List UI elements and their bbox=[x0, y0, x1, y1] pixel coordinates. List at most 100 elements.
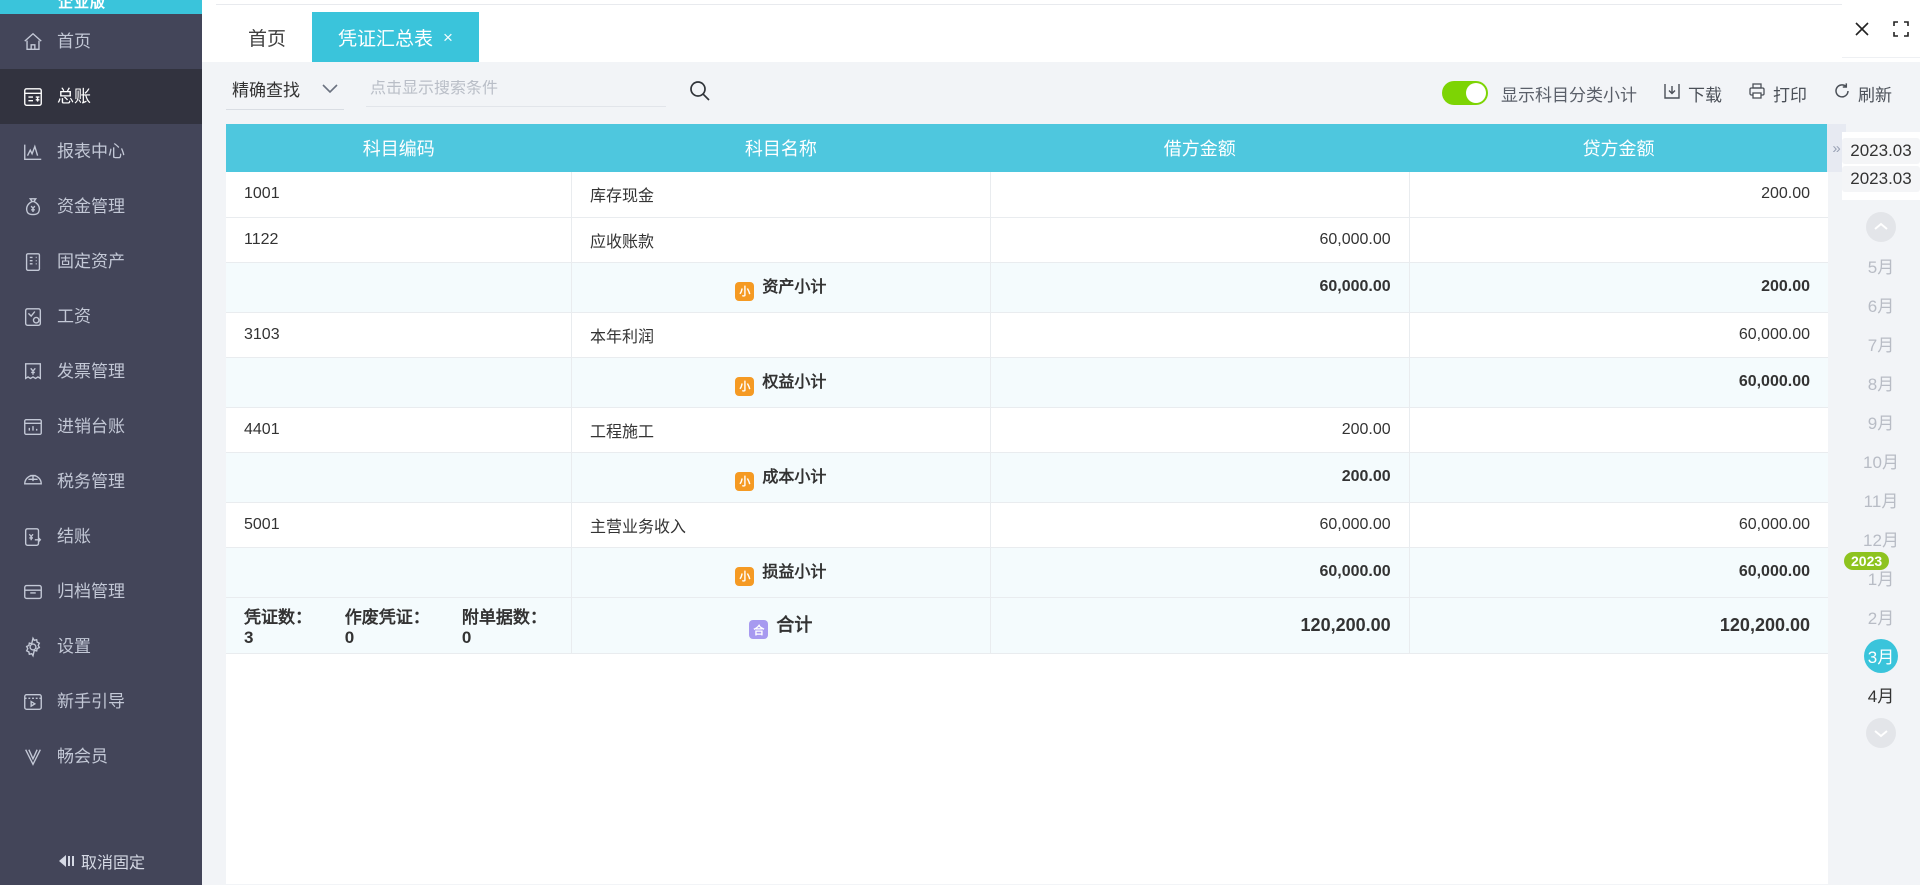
month-label: 8月 bbox=[1867, 375, 1895, 394]
close-icon[interactable] bbox=[1848, 15, 1876, 43]
refresh-button[interactable]: 刷新 bbox=[1833, 81, 1892, 106]
cell-name: 小损益小计 bbox=[571, 547, 991, 598]
month-label: 10月 bbox=[1863, 453, 1899, 472]
search-icon[interactable] bbox=[688, 79, 712, 107]
sidebar-item-8[interactable]: 税务管理 bbox=[0, 454, 202, 509]
cell-debit: 60,000.00 bbox=[990, 502, 1410, 548]
scroll-up-icon[interactable] bbox=[1866, 212, 1896, 242]
search-type-label: 精确查找 bbox=[232, 81, 300, 100]
toggle-switch[interactable] bbox=[1442, 81, 1488, 105]
cell-debit: 60,000.00 bbox=[990, 262, 1410, 313]
archive-icon bbox=[22, 581, 44, 603]
gear-icon bbox=[22, 636, 44, 658]
toolbar: 精确查找 显示科目分类小计 下载 bbox=[202, 62, 1920, 124]
sidebar-item-3[interactable]: 资金管理 bbox=[0, 179, 202, 234]
cell-credit: 60,000.00 bbox=[1409, 312, 1828, 358]
table-row[interactable]: 4401 工程施工 200.00 bbox=[226, 407, 1828, 453]
fullscreen-icon[interactable] bbox=[1887, 15, 1915, 43]
search-type-dropdown[interactable]: 精确查找 bbox=[226, 76, 344, 110]
month-item-10[interactable]: 3月 bbox=[1842, 636, 1920, 675]
month-label: 4月 bbox=[1867, 687, 1895, 706]
month-item-11[interactable]: 4月 bbox=[1842, 675, 1920, 714]
content-area: » 科目编码 科目名称 借方金额 贷方金额 1001 库存现金 200.00 1122 应收账… bbox=[202, 124, 1920, 884]
month-item-8[interactable]: 1月 bbox=[1842, 558, 1920, 597]
total-badge-icon: 合 bbox=[749, 620, 769, 640]
table-row[interactable]: 3103 本年利润 60,000.00 bbox=[226, 312, 1828, 358]
sidebar-item-label: 税务管理 bbox=[57, 472, 125, 491]
sidebar-item-5[interactable]: 工资 bbox=[0, 289, 202, 344]
month-label: 12月 bbox=[1863, 531, 1899, 550]
month-item-4[interactable]: 9月 bbox=[1842, 402, 1920, 441]
subtotal-row[interactable]: 小权益小计 60,000.00 bbox=[226, 357, 1828, 408]
subtotal-row[interactable]: 小损益小计 60,000.00 60,000.00 bbox=[226, 547, 1828, 598]
sidebar-item-11[interactable]: 设置 bbox=[0, 619, 202, 674]
table-row[interactable]: 1001 库存现金 200.00 bbox=[226, 172, 1828, 218]
sidebar-item-9[interactable]: 结账 bbox=[0, 509, 202, 564]
month-label: 9月 bbox=[1867, 414, 1895, 433]
month-label: 2月 bbox=[1867, 609, 1895, 628]
month-item-7[interactable]: 12月 bbox=[1842, 519, 1920, 558]
period-start[interactable]: 2023.03 bbox=[1842, 138, 1920, 164]
salary-icon bbox=[22, 306, 44, 328]
panel-collapse-handle[interactable]: » bbox=[1827, 124, 1846, 172]
column-header-1[interactable]: 科目名称 bbox=[571, 124, 991, 172]
chevron-down-icon bbox=[322, 83, 338, 94]
sidebar-item-label: 设置 bbox=[57, 637, 91, 656]
print-button[interactable]: 打印 bbox=[1748, 81, 1807, 106]
main-area: 首页 凭证汇总表 × 精确查找 显示科目分类小计 bbox=[202, 0, 1920, 885]
sidebar-item-13[interactable]: 畅会员 bbox=[0, 729, 202, 784]
sidebar-item-label: 畅会员 bbox=[57, 747, 108, 766]
cell-name: 小成本小计 bbox=[571, 452, 991, 503]
sidebar-item-12[interactable]: 新手引导 bbox=[0, 674, 202, 729]
search-input[interactable] bbox=[370, 79, 662, 98]
year-badge: 2023 bbox=[1844, 552, 1890, 570]
column-header-2[interactable]: 借方金额 bbox=[990, 124, 1410, 172]
sidebar-item-label: 总账 bbox=[57, 87, 91, 106]
cell-code: 1001 bbox=[226, 172, 573, 218]
period-end[interactable]: 2023.03 bbox=[1842, 166, 1920, 192]
sidebar-collapse-pin[interactable]: 取消固定 bbox=[0, 849, 202, 873]
column-header-0[interactable]: 科目编码 bbox=[226, 124, 572, 172]
subtotal-row[interactable]: 小资产小计 60,000.00 200.00 bbox=[226, 262, 1828, 313]
download-label: 下载 bbox=[1688, 85, 1722, 105]
cell-name: 应收账款 bbox=[571, 217, 991, 263]
month-item-1[interactable]: 6月 bbox=[1842, 285, 1920, 324]
month-item-6[interactable]: 11月 bbox=[1842, 480, 1920, 519]
sidebar-item-7[interactable]: 进销台账 bbox=[0, 399, 202, 454]
cell-name-text: 权益小计 bbox=[762, 374, 827, 392]
sidebar-item-1[interactable]: 总账 bbox=[0, 69, 202, 124]
sidebar-item-label: 结账 bbox=[57, 527, 91, 546]
sidebar-item-label: 工资 bbox=[57, 307, 91, 326]
download-button[interactable]: 下载 bbox=[1663, 81, 1722, 106]
sidebar-item-6[interactable]: 发票管理 bbox=[0, 344, 202, 399]
table-row[interactable]: 1122 应收账款 60,000.00 bbox=[226, 217, 1828, 263]
month-item-2[interactable]: 7月 bbox=[1842, 324, 1920, 363]
tab-label: 首页 bbox=[248, 28, 287, 50]
grand-total-debit: 120,200.00 bbox=[990, 597, 1410, 654]
tab-close-icon[interactable]: × bbox=[443, 27, 453, 47]
month-item-3[interactable]: 8月 bbox=[1842, 363, 1920, 402]
month-item-5[interactable]: 10月 bbox=[1842, 441, 1920, 480]
subtotal-row[interactable]: 小成本小计 200.00 bbox=[226, 452, 1828, 503]
stat-0: 凭证数：3 bbox=[244, 607, 312, 647]
subtotal-badge-icon: 小 bbox=[735, 281, 755, 301]
tab-0[interactable]: 首页 bbox=[222, 12, 312, 62]
cell-code: 4401 bbox=[226, 407, 573, 453]
sidebar: 取消固定 首页总账报表中心 资金管理 固定资产工资发票管理 进销台账税务管理结账归档管… bbox=[0, 0, 202, 885]
tab-1[interactable]: 凭证汇总表 × bbox=[312, 12, 479, 62]
tax-icon bbox=[22, 471, 44, 493]
sidebar-item-2[interactable]: 报表中心 bbox=[0, 124, 202, 179]
home-icon bbox=[22, 31, 44, 53]
column-header-3[interactable]: 贷方金额 bbox=[1409, 124, 1828, 172]
month-item-0[interactable]: 5月 bbox=[1842, 246, 1920, 285]
voucher-stats: 凭证数：3 作废凭证：0 附单据数：0 bbox=[226, 597, 573, 654]
sidebar-item-0[interactable]: 首页 bbox=[0, 14, 202, 69]
month-item-9[interactable]: 2月 bbox=[1842, 597, 1920, 636]
sidebar-item-4[interactable]: 固定资产 bbox=[0, 234, 202, 289]
table-header-row: 科目编码 科目名称 借方金额 贷方金额 bbox=[226, 124, 1828, 172]
sidebar-item-10[interactable]: 归档管理 bbox=[0, 564, 202, 619]
table-row[interactable]: 5001 主营业务收入 60,000.00 60,000.00 bbox=[226, 502, 1828, 548]
scroll-down-icon[interactable] bbox=[1866, 718, 1896, 748]
cell-name: 小权益小计 bbox=[571, 357, 991, 408]
subtotal-toggle[interactable]: 显示科目分类小计 bbox=[1442, 81, 1637, 106]
